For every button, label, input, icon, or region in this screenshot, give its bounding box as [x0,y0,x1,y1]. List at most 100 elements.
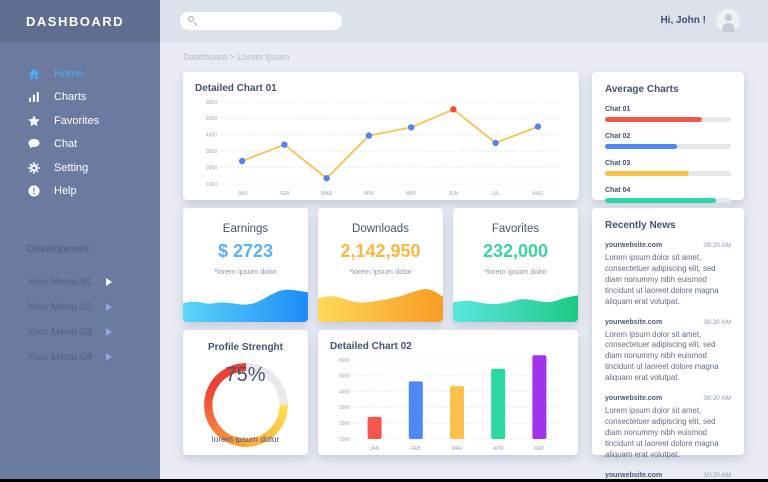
svg-text:MAY: MAY [406,191,417,197]
sidebar-item-setting[interactable]: Setting [0,156,160,180]
chart02-title: Detailed Chart 02 [330,341,412,352]
average-bars: Chat 01 Chat 02 Chat 03 Chat 04 [605,106,731,203]
profile-title: Profile Strenght [207,342,283,353]
chat-icon [27,137,41,151]
sidebar-item-chat[interactable]: Chat [0,133,160,157]
help-icon [27,184,41,198]
news-time: 10:20 AM [703,471,731,479]
svg-text:MAR: MAR [451,446,463,452]
stat-card-favorites[interactable]: Favorites 232,000 *lorem ipsum dolor [453,208,578,322]
average-charts-title: Average Charts [605,84,679,95]
search-bar[interactable] [180,12,342,30]
line-chart: 1000 2000 3000 4000 5000 6000 JAN FEB MAR APR MAY J… [206,100,559,197]
news-source: yourwebsite.com [605,318,663,326]
svg-text:AUG: AUG [532,191,543,197]
sidebar-dev-item-2[interactable]: Your Menu 02 [0,294,160,319]
progress-track [605,144,731,149]
svg-text:4000: 4000 [206,133,217,139]
chevron-right-icon [106,277,112,286]
sidebar-item-help[interactable]: Help [0,180,160,204]
sidebar: DASHBOARD Home Charts Favorites Chat Setting… [0,0,160,479]
average-bar-row: Chat 01 [605,106,731,122]
app-title: DASHBOARD [26,13,124,29]
svg-text:2000: 2000 [206,165,217,171]
stat-card-note: *lorem ipsum dolor [484,267,547,276]
news-time: 08:20 AM [703,395,731,403]
chevron-right-icon [106,302,112,311]
svg-text:1000: 1000 [339,437,350,443]
news-item[interactable]: yourwebsite.com 08:20 AM Lorem ipsum dolor… [605,242,731,308]
svg-text:FEB: FEB [411,446,421,452]
news-source: yourwebsite.com [605,395,663,403]
svg-text:APR: APR [364,191,375,197]
sidebar-item-label: Home [54,67,84,80]
sidebar-item-favorites[interactable]: Favorites [0,109,160,133]
donut-percent-label: 75% [225,364,266,386]
sidebar-item-charts[interactable]: Charts [0,86,160,110]
svg-text:FEB: FEB [280,191,290,197]
dev-item-label: Your Menu 04 [27,350,92,363]
svg-text:5000: 5000 [339,374,350,380]
news-item-header: yourwebsite.com 08:20 AM [605,319,731,326]
progress-track [605,198,731,203]
sidebar-item-label: Help [54,185,77,198]
average-bar-row: Chat 03 [605,160,731,176]
average-bar-row: Chat 02 [605,133,731,149]
progress-track [605,171,731,176]
news-item-header: yourwebsite.com 10:20 AM [605,472,731,479]
average-bar-label: Chat 04 [605,187,631,194]
sidebar-dev-section: Development Your Menu 01 Your Menu 02 Your… [0,243,160,369]
news-body: Lorem ipsum dolor sit amet, consectetuer… [605,253,719,306]
donut-chart [203,363,288,447]
stat-card-title: Favorites [491,223,540,235]
sparkline-area-chart [318,288,443,322]
profile-caption: lorem ipsum dolor [211,434,280,444]
news-time: 08:20 AM [703,242,731,249]
news-time: 08:20 AM [703,318,731,326]
sidebar-dev-item-4[interactable]: Your Menu 04 [0,344,160,369]
news-source: yourwebsite.com [605,242,663,249]
svg-text:4000: 4000 [339,389,350,395]
breadcrumb: Dashboard > Lorem Ipsum [183,52,290,62]
sidebar-dev-item-1[interactable]: Your Menu 01 [0,269,160,294]
chart01-title: Detailed Chart 01 [195,83,277,94]
stat-card-value: 2,142,950 [340,241,421,261]
main-area: Hi, John ! Dashboard > Lorem Ipsum Detai… [160,0,768,482]
topbar: Hi, John ! [160,0,768,42]
stat-card-note: *lorem ipsum dolor [214,267,277,276]
progress-fill [605,117,703,122]
stat-card-downloads[interactable]: Downloads 2,142,950 *lorem ipsum dolor [318,208,443,322]
sidebar-header: DASHBOARD [0,0,160,42]
chevron-right-icon [106,327,112,336]
dev-item-label: Your Menu 01 [27,275,92,288]
stat-card-earnings[interactable]: Earnings $ 2723 *lorem ipsum dolor [183,208,308,322]
search-input[interactable] [203,16,323,26]
news-list: yourwebsite.com 08:20 AM Lorem ipsum dolor… [605,242,731,482]
sidebar-dev-item-3[interactable]: Your Menu 03 [0,319,160,344]
dev-item-label: Your Menu 03 [27,325,92,338]
gear-icon [27,161,41,175]
charts-icon [27,90,41,104]
average-bar-row: Chat 04 [605,187,731,203]
bottom-strip [0,479,768,482]
sparkline-area-chart [183,289,308,322]
user-avatar[interactable] [716,9,740,33]
svg-text:6000: 6000 [206,100,217,106]
stat-card-title: Downloads [352,223,409,235]
sparkline-area-chart [453,295,578,322]
news-item[interactable]: yourwebsite.com 08:20 AM Lorem ipsum dolor… [605,395,731,461]
svg-text:JAN: JAN [370,446,380,452]
stat-card-title: Earnings [222,223,269,235]
stat-card-value: 232,000 [482,241,549,261]
sidebar-item-home[interactable]: Home [0,62,160,86]
progress-fill [605,144,677,149]
news-item[interactable]: yourwebsite.com 08:20 AM Lorem ipsum dolor… [605,319,731,385]
svg-text:JUN: JUN [449,191,459,197]
average-bar-label: Chat 03 [605,160,631,167]
svg-text:MAY: MAY [534,446,545,452]
bar-chart: 1000 2000 3000 4000 5000 6000 JAN FEB MAR APR MAY [339,355,560,452]
dev-section-label: Development [27,243,89,255]
panel-average-charts: Average Charts Chat 01 Chat 02 Chat 03 Chat… [592,72,744,203]
